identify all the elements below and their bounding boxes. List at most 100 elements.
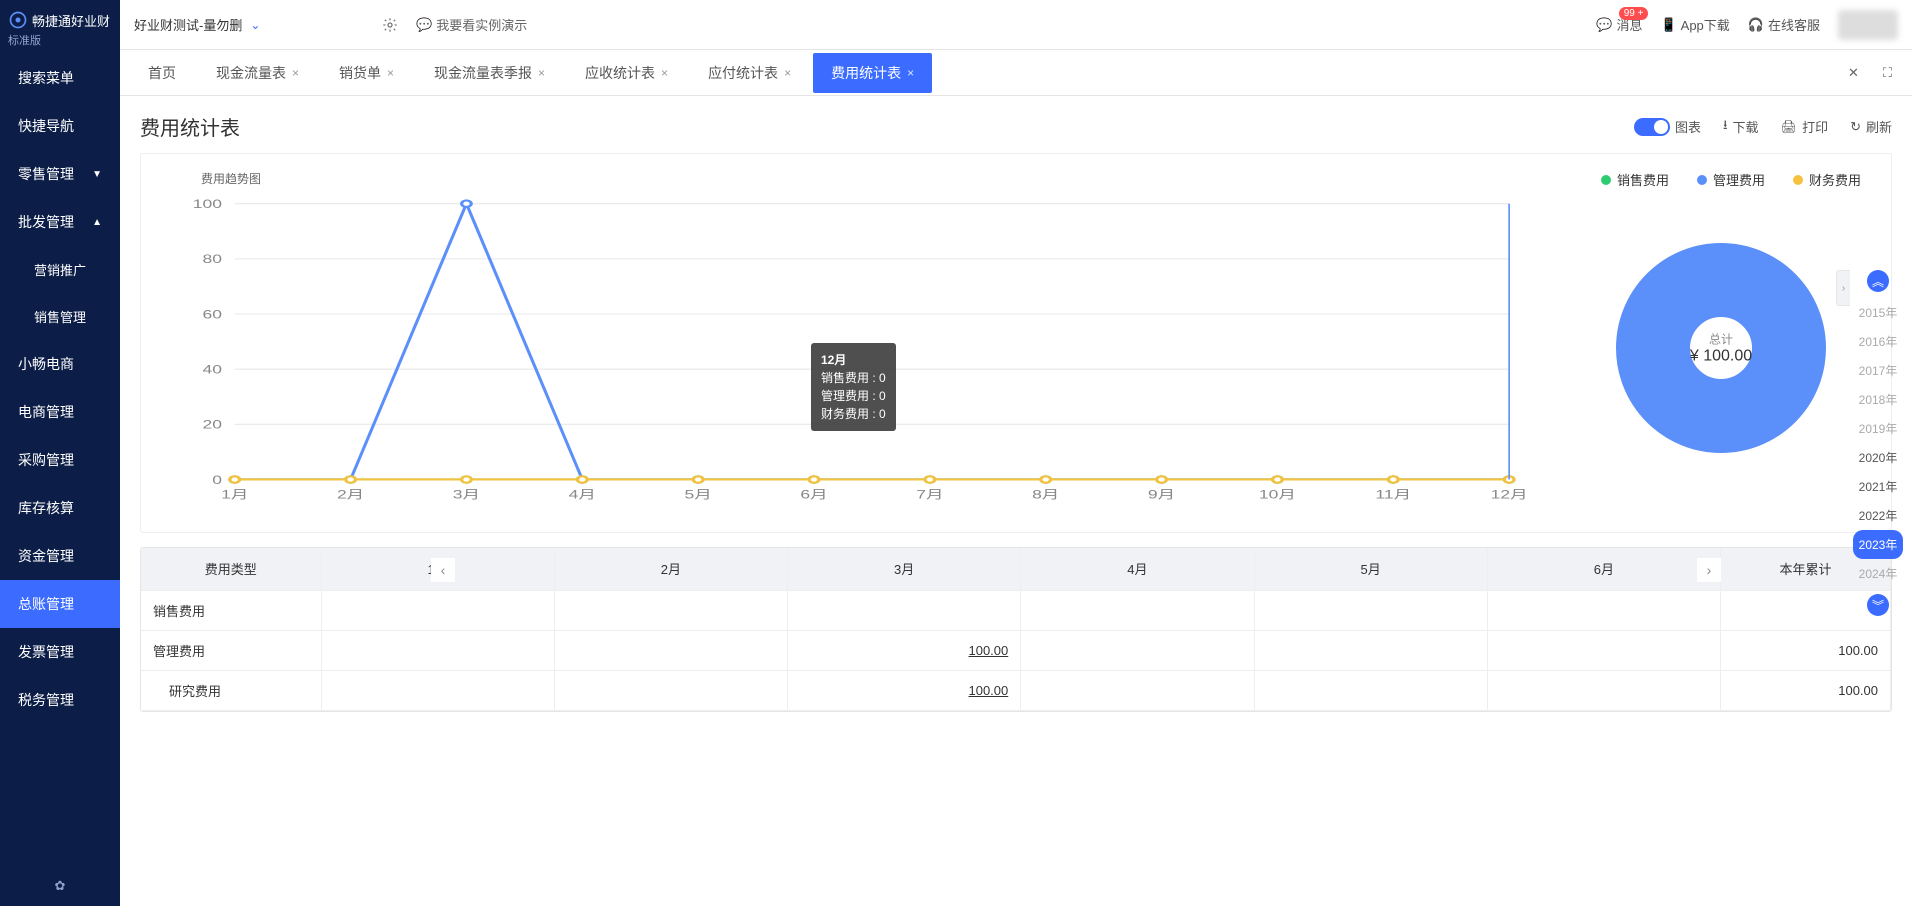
- cell: [1487, 630, 1720, 670]
- legend-item[interactable]: 财务费用: [1793, 170, 1861, 189]
- tab[interactable]: 应付统计表×: [690, 53, 809, 93]
- year-button[interactable]: 2015年: [1853, 298, 1903, 327]
- download-button[interactable]: ⭳ 下载: [1723, 116, 1759, 138]
- year-scroll-down-button[interactable]: ︾: [1867, 594, 1889, 616]
- phone-icon: 📱: [1660, 17, 1676, 33]
- tab-close-icon[interactable]: ×: [661, 66, 668, 80]
- sidebar-item[interactable]: 资金管理: [0, 532, 120, 580]
- sidebar-sub-item[interactable]: 销售管理: [0, 293, 120, 340]
- col-month[interactable]: 2月: [554, 548, 787, 590]
- tab[interactable]: 费用统计表×: [813, 53, 932, 93]
- year-button[interactable]: 2024年: [1853, 559, 1903, 588]
- line-chart[interactable]: 0204060801001月2月3月4月5月6月7月8月9月10月11月12月 …: [171, 193, 1541, 503]
- tab-close-icon[interactable]: ×: [784, 66, 791, 80]
- col-month[interactable]: 5月: [1254, 548, 1487, 590]
- table-row: 研究费用100.00100.00: [141, 670, 1891, 710]
- year-button[interactable]: 2022年: [1853, 501, 1903, 530]
- sidebar-settings-button[interactable]: ✿: [0, 866, 120, 906]
- messages-button[interactable]: 💬 消息 99 +: [1596, 15, 1642, 34]
- tab-close-icon[interactable]: ×: [538, 66, 545, 80]
- table-row: 管理费用100.00100.00: [141, 630, 1891, 670]
- user-avatar[interactable]: [1838, 10, 1898, 40]
- svg-text:100: 100: [193, 198, 222, 211]
- year-button[interactable]: 2019年: [1853, 414, 1903, 443]
- svg-text:9月: 9月: [1148, 488, 1175, 501]
- donut-chart[interactable]: 总计 ¥ 100.00: [1581, 193, 1861, 503]
- table-prev-button[interactable]: ‹: [431, 558, 455, 582]
- sidebar-item[interactable]: 快捷导航: [0, 102, 120, 150]
- sidebar-item[interactable]: 搜索菜单: [0, 54, 120, 102]
- toggle-switch[interactable]: [1634, 118, 1670, 136]
- sidebar-item[interactable]: 发票管理: [0, 628, 120, 676]
- tab-fullscreen-button[interactable]: ⛶: [1873, 59, 1902, 87]
- year-scroll-up-button[interactable]: ︽: [1867, 270, 1889, 292]
- settings-gear-icon[interactable]: [382, 17, 398, 33]
- year-rail: › ︽ 2015年2016年2017年2018年2019年2020年2021年2…: [1852, 266, 1904, 620]
- org-selector[interactable]: 好业财测试-量勿删 ⌄: [134, 15, 364, 34]
- sidebar-item[interactable]: 税务管理: [0, 676, 120, 724]
- svg-text:4月: 4月: [569, 488, 596, 501]
- legend-item[interactable]: 管理费用: [1697, 170, 1765, 189]
- chart-legend: 销售费用 管理费用 财务费用: [1601, 170, 1861, 189]
- sidebar-item[interactable]: 批发管理▲: [0, 198, 120, 246]
- year-button[interactable]: 2017年: [1853, 356, 1903, 385]
- tab[interactable]: 应收统计表×: [567, 53, 686, 93]
- legend-item[interactable]: 销售费用: [1601, 170, 1669, 189]
- year-button[interactable]: 2021年: [1853, 472, 1903, 501]
- caret-icon: ▼: [92, 169, 102, 180]
- brand-name: 畅捷通好业财: [32, 11, 110, 30]
- col-month[interactable]: 4月: [1021, 548, 1254, 590]
- tab-close-icon[interactable]: ×: [907, 66, 914, 80]
- year-button[interactable]: 2018年: [1853, 385, 1903, 414]
- cell: [1487, 590, 1720, 630]
- online-service-button[interactable]: 🎧 在线客服: [1748, 15, 1820, 34]
- tab[interactable]: 现金流量表季报×: [416, 53, 563, 93]
- tab[interactable]: 销货单×: [321, 53, 412, 93]
- table-next-button[interactable]: ›: [1697, 558, 1721, 582]
- refresh-button[interactable]: ↻ 刷新: [1850, 117, 1892, 136]
- message-icon: 💬: [1596, 17, 1612, 33]
- cell: [321, 630, 554, 670]
- expense-table: ‹ › 费用类型1月2月3月4月5月6月本年累计销售费用管理费用100.0010…: [140, 547, 1892, 712]
- cell[interactable]: 100.00: [788, 670, 1021, 710]
- svg-text:80: 80: [202, 253, 221, 266]
- cell[interactable]: 100.00: [788, 630, 1021, 670]
- print-button[interactable]: 🖨 打印: [1781, 117, 1829, 136]
- sidebar-item[interactable]: 零售管理▼: [0, 150, 120, 198]
- legend-dot-icon: [1697, 175, 1707, 185]
- tab-close-all-button[interactable]: ✕: [1838, 59, 1869, 87]
- svg-text:40: 40: [202, 363, 221, 376]
- rail-collapse-button[interactable]: ›: [1836, 270, 1850, 306]
- tab-bar: 首页现金流量表×销货单×现金流量表季报×应收统计表×应付统计表×费用统计表× ✕…: [120, 50, 1912, 96]
- legend-dot-icon: [1793, 175, 1803, 185]
- tab[interactable]: 首页: [130, 53, 194, 93]
- tab-close-icon[interactable]: ×: [387, 66, 394, 80]
- demo-link[interactable]: 💬 我要看实例演示: [416, 15, 527, 34]
- col-month[interactable]: 6月: [1487, 548, 1720, 590]
- tab[interactable]: 现金流量表×: [198, 53, 317, 93]
- chart-toggle[interactable]: 图表: [1634, 117, 1701, 136]
- brand-logo-icon: [8, 10, 28, 30]
- sidebar-item[interactable]: 总账管理: [0, 580, 120, 628]
- brand-edition: 标准版: [8, 32, 112, 48]
- year-button[interactable]: 2020年: [1853, 443, 1903, 472]
- topbar: 好业财测试-量勿删 ⌄ 💬 我要看实例演示 💬 消息 99 + 📱 App下载: [120, 0, 1912, 50]
- message-badge: 99 +: [1619, 7, 1649, 20]
- sidebar-item[interactable]: 电商管理: [0, 388, 120, 436]
- sidebar-sub-item[interactable]: 营销推广: [0, 246, 120, 293]
- col-month[interactable]: 3月: [788, 548, 1021, 590]
- year-button[interactable]: 2023年: [1853, 530, 1903, 559]
- cell: [1254, 590, 1487, 630]
- svg-text:0: 0: [212, 474, 222, 487]
- row-name: 管理费用: [141, 630, 321, 670]
- tab-close-icon[interactable]: ×: [292, 66, 299, 80]
- sidebar-item[interactable]: 小畅电商: [0, 340, 120, 388]
- svg-text:60: 60: [202, 308, 221, 321]
- svg-text:6月: 6月: [800, 488, 827, 501]
- sidebar-nav: 搜索菜单快捷导航零售管理▼批发管理▲营销推广销售管理小畅电商电商管理采购管理库存…: [0, 54, 120, 866]
- svg-text:20: 20: [202, 418, 221, 431]
- year-button[interactable]: 2016年: [1853, 327, 1903, 356]
- app-download-button[interactable]: 📱 App下载: [1660, 15, 1729, 34]
- sidebar-item[interactable]: 采购管理: [0, 436, 120, 484]
- sidebar-item[interactable]: 库存核算: [0, 484, 120, 532]
